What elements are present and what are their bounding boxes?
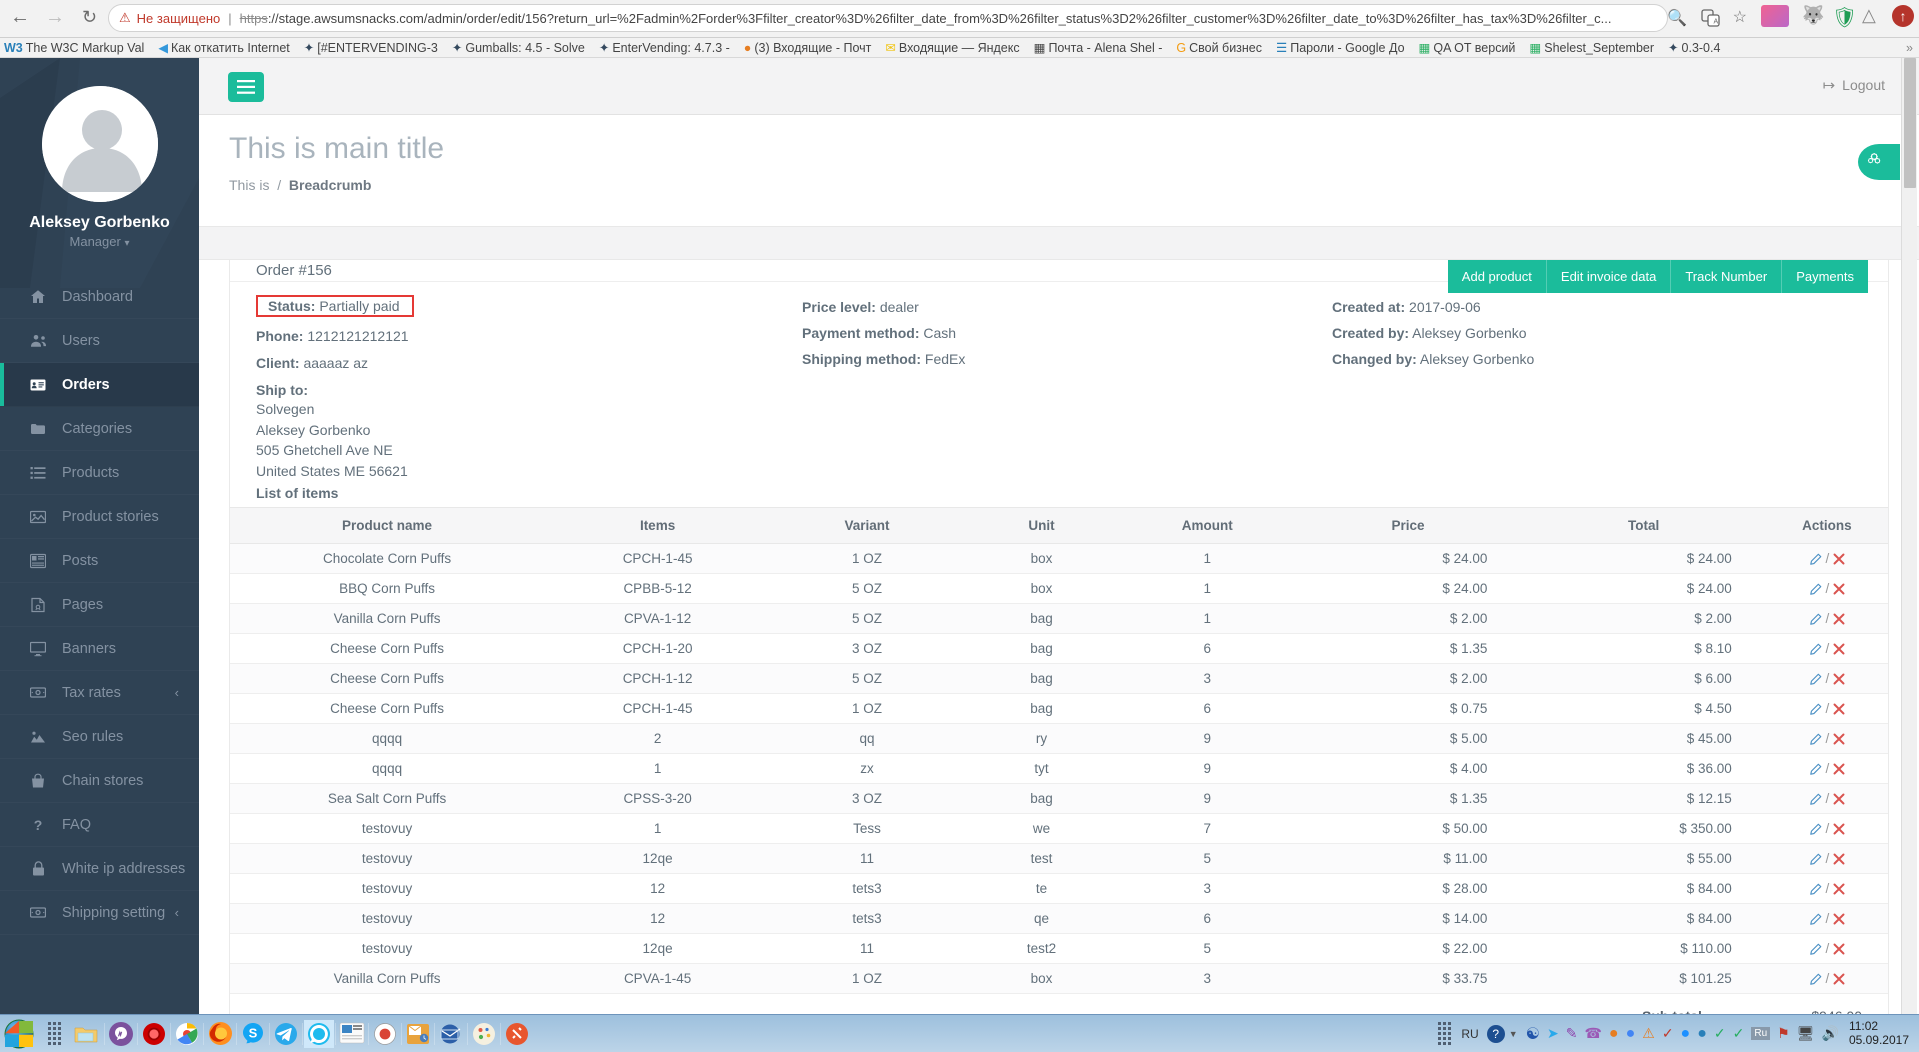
svg-text:S: S — [249, 1025, 258, 1040]
svg-text:A: A — [1714, 19, 1719, 26]
